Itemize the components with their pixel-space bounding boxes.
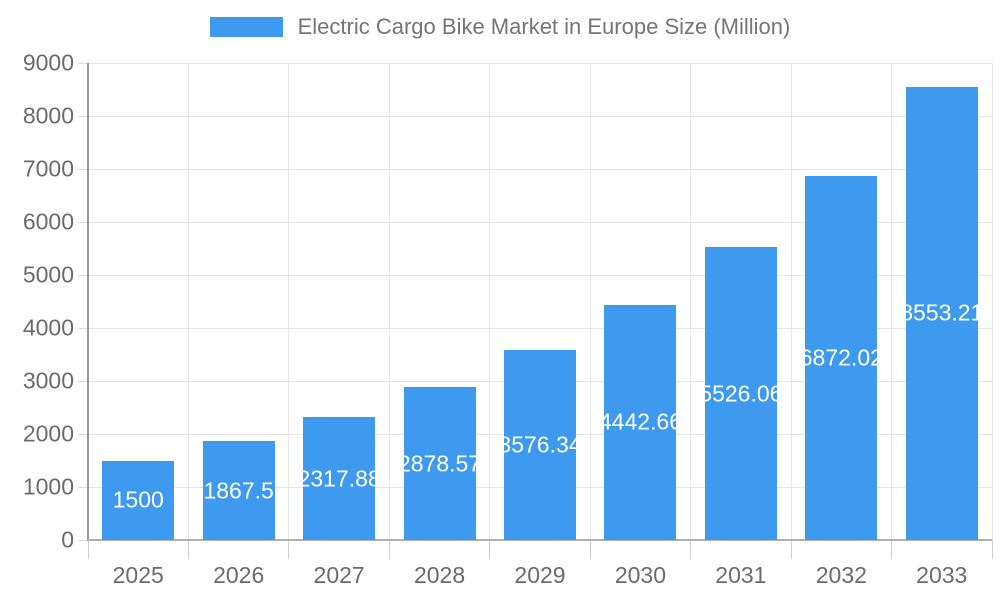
- x-axis-tick: [690, 540, 692, 559]
- x-tick-label: 2029: [514, 562, 566, 588]
- bar-value-label: 8553.21: [900, 299, 984, 326]
- x-tick-label: 2027: [313, 562, 365, 588]
- y-axis-tick: [78, 327, 88, 329]
- x-tick-label: 2026: [213, 562, 265, 588]
- y-tick-label: 8000: [22, 102, 74, 129]
- x-gridline: [489, 63, 491, 540]
- y-tick-label: 2000: [22, 420, 74, 447]
- y-gridline: [88, 274, 992, 276]
- y-tick-label: 1000: [22, 473, 74, 500]
- y-axis-tick: [78, 539, 88, 541]
- x-tick-label: 2030: [614, 562, 667, 588]
- y-axis-tick: [78, 380, 88, 382]
- x-tick-label: 2025: [112, 562, 164, 588]
- bar-value-label: 5526.06: [699, 380, 783, 407]
- y-gridline: [88, 115, 992, 117]
- x-axis-tick: [87, 540, 89, 559]
- y-axis-tick: [78, 221, 88, 223]
- y-tick-label: 0: [61, 526, 74, 553]
- bar[interactable]: [905, 86, 978, 540]
- bar[interactable]: [604, 304, 677, 540]
- x-axis-tick: [187, 540, 189, 559]
- y-axis-tick: [78, 433, 88, 435]
- x-axis-line: [88, 539, 992, 541]
- bar[interactable]: [805, 175, 878, 540]
- bar-value-label: 3576.34: [498, 431, 582, 458]
- bar[interactable]: [403, 387, 476, 540]
- y-tick-label: 3000: [22, 367, 74, 394]
- y-gridline: [88, 168, 992, 170]
- bar-value-label: 1500: [112, 486, 164, 513]
- bar[interactable]: [504, 350, 576, 540]
- x-tick-label: 2032: [815, 562, 867, 588]
- y-tick-label: 5000: [22, 261, 74, 288]
- bar-value-label: 4442.66: [598, 408, 683, 435]
- bar-value-label: 2317.88: [297, 465, 381, 492]
- y-axis-tick: [78, 115, 88, 117]
- x-gridline: [388, 63, 390, 540]
- x-axis-tick: [891, 540, 893, 559]
- y-axis-line: [87, 63, 89, 541]
- x-tick-label: 2033: [916, 562, 968, 588]
- x-gridline: [991, 63, 993, 540]
- x-axis-tick: [991, 540, 993, 559]
- bar[interactable]: [102, 460, 175, 540]
- bar[interactable]: [202, 441, 275, 540]
- x-gridline: [891, 63, 893, 540]
- y-gridline: [88, 327, 992, 329]
- bar[interactable]: [704, 247, 777, 540]
- x-gridline: [589, 63, 591, 540]
- y-axis-tick: [78, 62, 88, 64]
- y-gridline: [88, 221, 992, 223]
- y-gridline: [88, 62, 992, 64]
- x-gridline: [790, 63, 792, 540]
- chart-legend[interactable]: Electric Cargo Bike Market in Europe Siz…: [0, 14, 1000, 40]
- legend-series-label: Electric Cargo Bike Market in Europe Siz…: [297, 14, 791, 39]
- x-axis-tick: [790, 540, 792, 559]
- x-axis-tick: [589, 540, 591, 559]
- x-tick-label: 2028: [413, 562, 466, 588]
- x-axis-tick: [489, 540, 491, 559]
- y-axis-tick: [78, 274, 88, 276]
- bar-value-label: 2878.57: [397, 450, 482, 477]
- y-tick-label: 9000: [22, 49, 74, 76]
- y-tick-label: 4000: [22, 314, 74, 341]
- x-axis-tick: [288, 540, 290, 559]
- y-axis-tick: [78, 486, 88, 488]
- x-gridline: [288, 63, 290, 540]
- legend-swatch-icon: [209, 17, 283, 37]
- y-tick-label: 6000: [22, 208, 74, 235]
- x-axis-tick: [388, 540, 390, 559]
- bar-value-label: 6872.02: [799, 344, 883, 371]
- y-tick-label: 7000: [22, 155, 74, 182]
- bar-value-label: 1867.5: [203, 477, 274, 503]
- x-gridline: [690, 63, 692, 540]
- y-axis-tick: [78, 168, 88, 170]
- bar[interactable]: [303, 417, 376, 540]
- x-tick-label: 2031: [715, 562, 767, 588]
- x-gridline: [187, 63, 189, 540]
